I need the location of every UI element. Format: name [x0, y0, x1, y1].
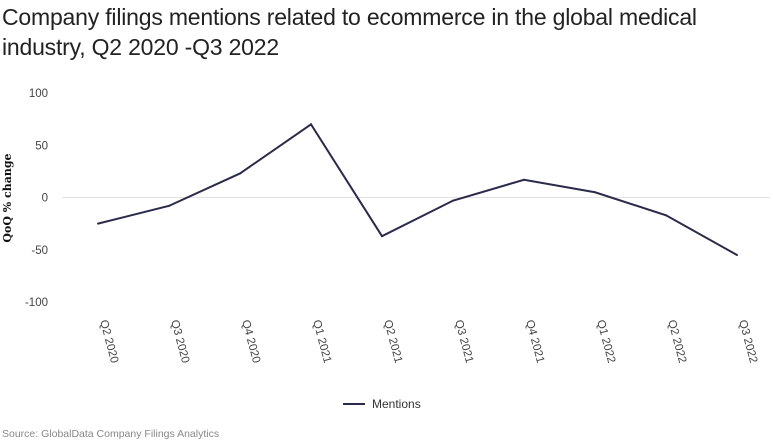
x-tick-label: Q4 2021 — [523, 319, 546, 365]
x-tick-label: Q3 2020 — [168, 319, 191, 365]
legend: Mentions — [343, 397, 421, 411]
y-tick-label: 100 — [29, 88, 48, 100]
x-tick-label: Q2 2020 — [97, 319, 120, 365]
x-tick-label: Q1 2021 — [310, 319, 333, 365]
x-tick-label: Q2 2022 — [665, 319, 688, 365]
x-tick-label: Q2 2021 — [381, 319, 404, 365]
data-point — [381, 235, 383, 238]
source-note: Source: GlobalData Company Filings Analy… — [2, 428, 220, 440]
data-point — [239, 172, 241, 175]
series-line-mentions — [97, 122, 738, 256]
y-tick-label: 50 — [35, 140, 48, 152]
legend-label-mentions: Mentions — [372, 397, 421, 411]
data-point — [665, 214, 667, 217]
x-tick-label: Q3 2021 — [452, 319, 475, 365]
data-point — [736, 253, 738, 256]
data-point — [97, 222, 99, 225]
x-tick-label: Q4 2020 — [239, 319, 262, 365]
y-axis-title: QoQ % change — [1, 153, 14, 242]
data-point — [594, 191, 596, 194]
data-point — [523, 178, 525, 181]
legend-swatch-mentions — [343, 403, 365, 405]
y-tick-label: -100 — [25, 297, 48, 309]
data-point — [310, 123, 312, 126]
y-tick-label: -50 — [31, 245, 48, 257]
x-tick-label: Q1 2022 — [594, 319, 617, 365]
y-tick-label: 0 — [42, 193, 48, 205]
x-tick-label: Q3 2022 — [736, 319, 759, 365]
data-point — [168, 204, 170, 207]
data-point — [452, 199, 454, 202]
chart-title: Company filings mentions related to ecom… — [2, 4, 697, 60]
